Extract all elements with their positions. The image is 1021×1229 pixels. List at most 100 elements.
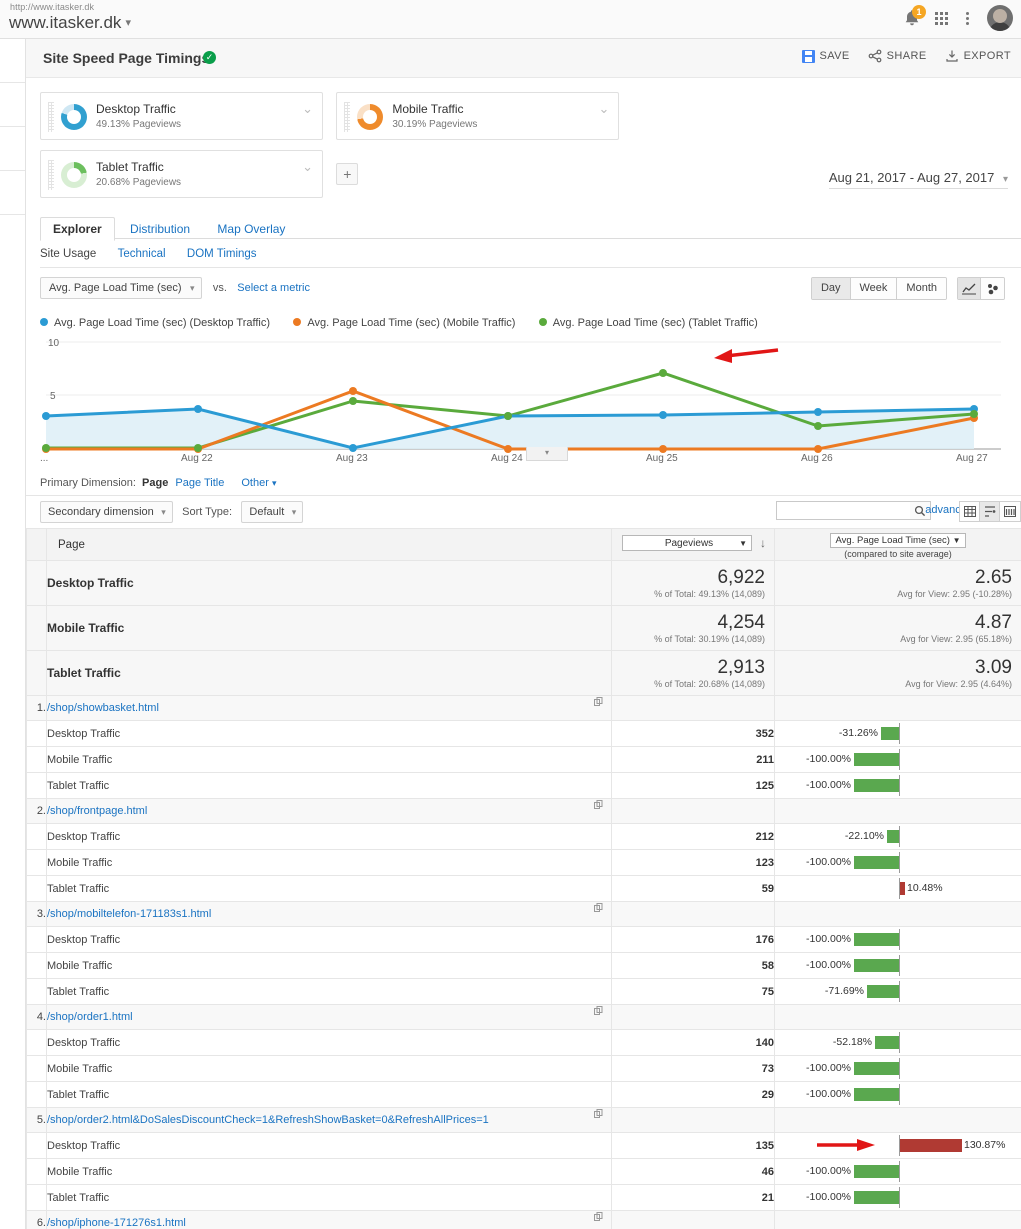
save-button[interactable]: SAVE bbox=[801, 49, 850, 63]
site-title[interactable]: www.itasker.dk ▾ bbox=[9, 13, 131, 33]
open-in-new-icon[interactable] bbox=[594, 1109, 603, 1121]
table-row-device[interactable]: Mobile Traffic 123 -100.00% bbox=[26, 849, 1021, 876]
drag-handle[interactable] bbox=[344, 102, 351, 132]
segment-card-mobile[interactable]: Mobile Traffic 30.19% Pageviews ⌄ bbox=[336, 92, 620, 140]
device-pageviews: 352 bbox=[611, 720, 775, 747]
table-row-page[interactable]: 3./shop/mobiltelefon-171183s1.html bbox=[26, 901, 1021, 927]
search-input[interactable] bbox=[776, 501, 911, 520]
table-row-device[interactable]: Tablet Traffic 125 -100.00% bbox=[26, 772, 1021, 799]
page-link[interactable]: /shop/order1.html bbox=[46, 1004, 612, 1030]
donut-icon-mobile bbox=[357, 104, 384, 130]
page-link[interactable]: /shop/order2.html&DoSalesDiscountCheck=1… bbox=[46, 1107, 612, 1133]
comparison-view-icon[interactable] bbox=[1000, 502, 1020, 521]
table-row-device[interactable]: Tablet Traffic 29 -100.00% bbox=[26, 1081, 1021, 1108]
drag-handle[interactable] bbox=[48, 160, 54, 190]
search-button[interactable] bbox=[910, 501, 931, 520]
chevron-down-icon[interactable]: ⌄ bbox=[598, 101, 610, 116]
chevron-down-icon[interactable]: ▾ bbox=[125, 17, 131, 29]
pageviews-metric-value: Pageviews bbox=[664, 538, 714, 549]
table-row-device[interactable]: Mobile Traffic 58 -100.00% bbox=[26, 952, 1021, 979]
add-segment-button[interactable]: + bbox=[336, 163, 359, 185]
summary-pv-value: 4,254 bbox=[717, 611, 765, 633]
table-row-device[interactable]: Tablet Traffic 75 -71.69% bbox=[26, 978, 1021, 1005]
select-a-metric-link[interactable]: Select a metric bbox=[237, 282, 310, 294]
table-row-device[interactable]: Mobile Traffic 46 -100.00% bbox=[26, 1158, 1021, 1185]
table-row-device[interactable]: Desktop Traffic 212 -22.10% bbox=[26, 823, 1021, 850]
primary-dimension-page-title[interactable]: Page Title bbox=[175, 477, 225, 489]
legend-item-tablet[interactable]: Avg. Page Load Time (sec) (Tablet Traffi… bbox=[538, 317, 758, 329]
kebab-menu-icon[interactable] bbox=[962, 11, 973, 25]
date-range-picker[interactable]: Aug 21, 2017 - Aug 27, 2017 ▾ bbox=[828, 170, 1008, 189]
avatar[interactable] bbox=[987, 5, 1013, 31]
table-row-device[interactable]: Desktop Traffic 135 130.87% bbox=[26, 1132, 1021, 1159]
subtab-site-usage[interactable]: Site Usage bbox=[40, 248, 97, 260]
load-time-metric-select[interactable]: Avg. Page Load Time (sec) ▼ bbox=[829, 533, 967, 548]
table-row-page[interactable]: 1./shop/showbasket.html bbox=[26, 695, 1021, 721]
header-pageviews: Pageviews ▼ ↓ bbox=[611, 528, 775, 561]
bell-icon[interactable]: 1 bbox=[903, 5, 926, 28]
x-tick-aug24: Aug 24 bbox=[491, 453, 523, 464]
device-loadtime: -100.00% bbox=[774, 746, 1021, 773]
export-button[interactable]: EXPORT bbox=[945, 49, 1011, 63]
metric-select[interactable]: Avg. Page Load Time (sec) ▾ bbox=[40, 277, 203, 299]
legend-item-desktop[interactable]: Avg. Page Load Time (sec) (Desktop Traff… bbox=[40, 317, 270, 329]
line-chart-icon[interactable] bbox=[958, 278, 981, 299]
table-row-device[interactable]: Desktop Traffic 140 -52.18% bbox=[26, 1029, 1021, 1056]
sort-type-select[interactable]: Default ▾ bbox=[241, 501, 304, 523]
chevron-down-icon: ▾ bbox=[189, 283, 195, 293]
negative-bar bbox=[854, 753, 899, 766]
primary-dimension-other[interactable]: Other ▾ bbox=[241, 477, 277, 489]
tab-map-overlay[interactable]: Map Overlay bbox=[217, 222, 286, 236]
table-row-device[interactable]: Tablet Traffic 59 10.48% bbox=[26, 875, 1021, 902]
page-link[interactable]: /shop/iphone-171276s1.html bbox=[46, 1210, 612, 1229]
table-view-icon[interactable] bbox=[960, 502, 980, 521]
table-row-page[interactable]: 5./shop/order2.html&DoSalesDiscountCheck… bbox=[26, 1107, 1021, 1133]
table-row-device[interactable]: Desktop Traffic 176 -100.00% bbox=[26, 926, 1021, 953]
secondary-dimension-select[interactable]: Secondary dimension ▾ bbox=[40, 501, 173, 523]
device-name: Tablet Traffic bbox=[46, 1081, 612, 1108]
scatter-chart-icon[interactable] bbox=[981, 278, 1004, 299]
page-link[interactable]: /shop/mobiltelefon-171183s1.html bbox=[46, 901, 612, 927]
timeseries-chart[interactable]: 10 5 ... Aug 22 bbox=[26, 337, 1021, 467]
sort-descending-icon[interactable]: ↓ bbox=[760, 536, 766, 550]
open-in-new-icon[interactable] bbox=[594, 1006, 603, 1018]
legend-item-mobile[interactable]: Avg. Page Load Time (sec) (Mobile Traffi… bbox=[293, 317, 515, 329]
open-in-new-icon[interactable] bbox=[594, 1212, 603, 1224]
granularity-week[interactable]: Week bbox=[850, 278, 898, 299]
page-link[interactable]: /shop/showbasket.html bbox=[46, 695, 612, 721]
segment-card-tablet[interactable]: Tablet Traffic 20.68% Pageviews ⌄ bbox=[40, 150, 323, 198]
table-row-page[interactable]: 6./shop/iphone-171276s1.html bbox=[26, 1210, 1021, 1229]
tab-distribution[interactable]: Distribution bbox=[130, 222, 191, 236]
drag-handle[interactable] bbox=[48, 102, 54, 132]
chevron-down-icon[interactable]: ⌄ bbox=[302, 101, 313, 116]
granularity-month[interactable]: Month bbox=[897, 278, 946, 299]
subtab-technical[interactable]: Technical bbox=[117, 248, 166, 260]
pivot-view-icon[interactable] bbox=[980, 502, 1000, 521]
table-row-device[interactable]: Tablet Traffic 21 -100.00% bbox=[26, 1184, 1021, 1211]
tab-explorer[interactable]: Explorer bbox=[40, 217, 115, 241]
vs-label: vs. bbox=[212, 282, 227, 294]
chart-zoom-slider[interactable]: ▾ bbox=[526, 447, 568, 461]
table-row-device[interactable]: Desktop Traffic 352 -31.26% bbox=[26, 720, 1021, 747]
granularity-day[interactable]: Day bbox=[811, 278, 851, 299]
open-in-new-icon[interactable] bbox=[594, 800, 603, 812]
chevron-down-icon[interactable]: ⌄ bbox=[302, 159, 313, 174]
percent-label: -100.00% bbox=[806, 1088, 851, 1100]
open-in-new-icon[interactable] bbox=[594, 697, 603, 709]
pageviews-metric-select[interactable]: Pageviews ▼ bbox=[622, 535, 752, 551]
open-in-new-icon[interactable] bbox=[594, 903, 603, 915]
device-pageviews: 176 bbox=[611, 926, 775, 953]
share-button[interactable]: SHARE bbox=[868, 49, 927, 63]
table-row-device[interactable]: Mobile Traffic 73 -100.00% bbox=[26, 1055, 1021, 1082]
table-row-device[interactable]: Mobile Traffic 211 -100.00% bbox=[26, 746, 1021, 773]
primary-dimension-current[interactable]: Page bbox=[142, 477, 169, 489]
row-index: 3. bbox=[26, 901, 47, 927]
percent-label: -100.00% bbox=[806, 779, 851, 791]
segment-card-desktop[interactable]: Desktop Traffic 49.13% Pageviews ⌄ bbox=[40, 92, 323, 140]
device-name: Desktop Traffic bbox=[46, 720, 612, 747]
apps-grid-icon[interactable] bbox=[935, 11, 948, 25]
page-link[interactable]: /shop/frontpage.html bbox=[46, 798, 612, 824]
table-row-page[interactable]: 4./shop/order1.html bbox=[26, 1004, 1021, 1030]
table-row-page[interactable]: 2./shop/frontpage.html bbox=[26, 798, 1021, 824]
subtab-dom-timings[interactable]: DOM Timings bbox=[186, 248, 257, 260]
